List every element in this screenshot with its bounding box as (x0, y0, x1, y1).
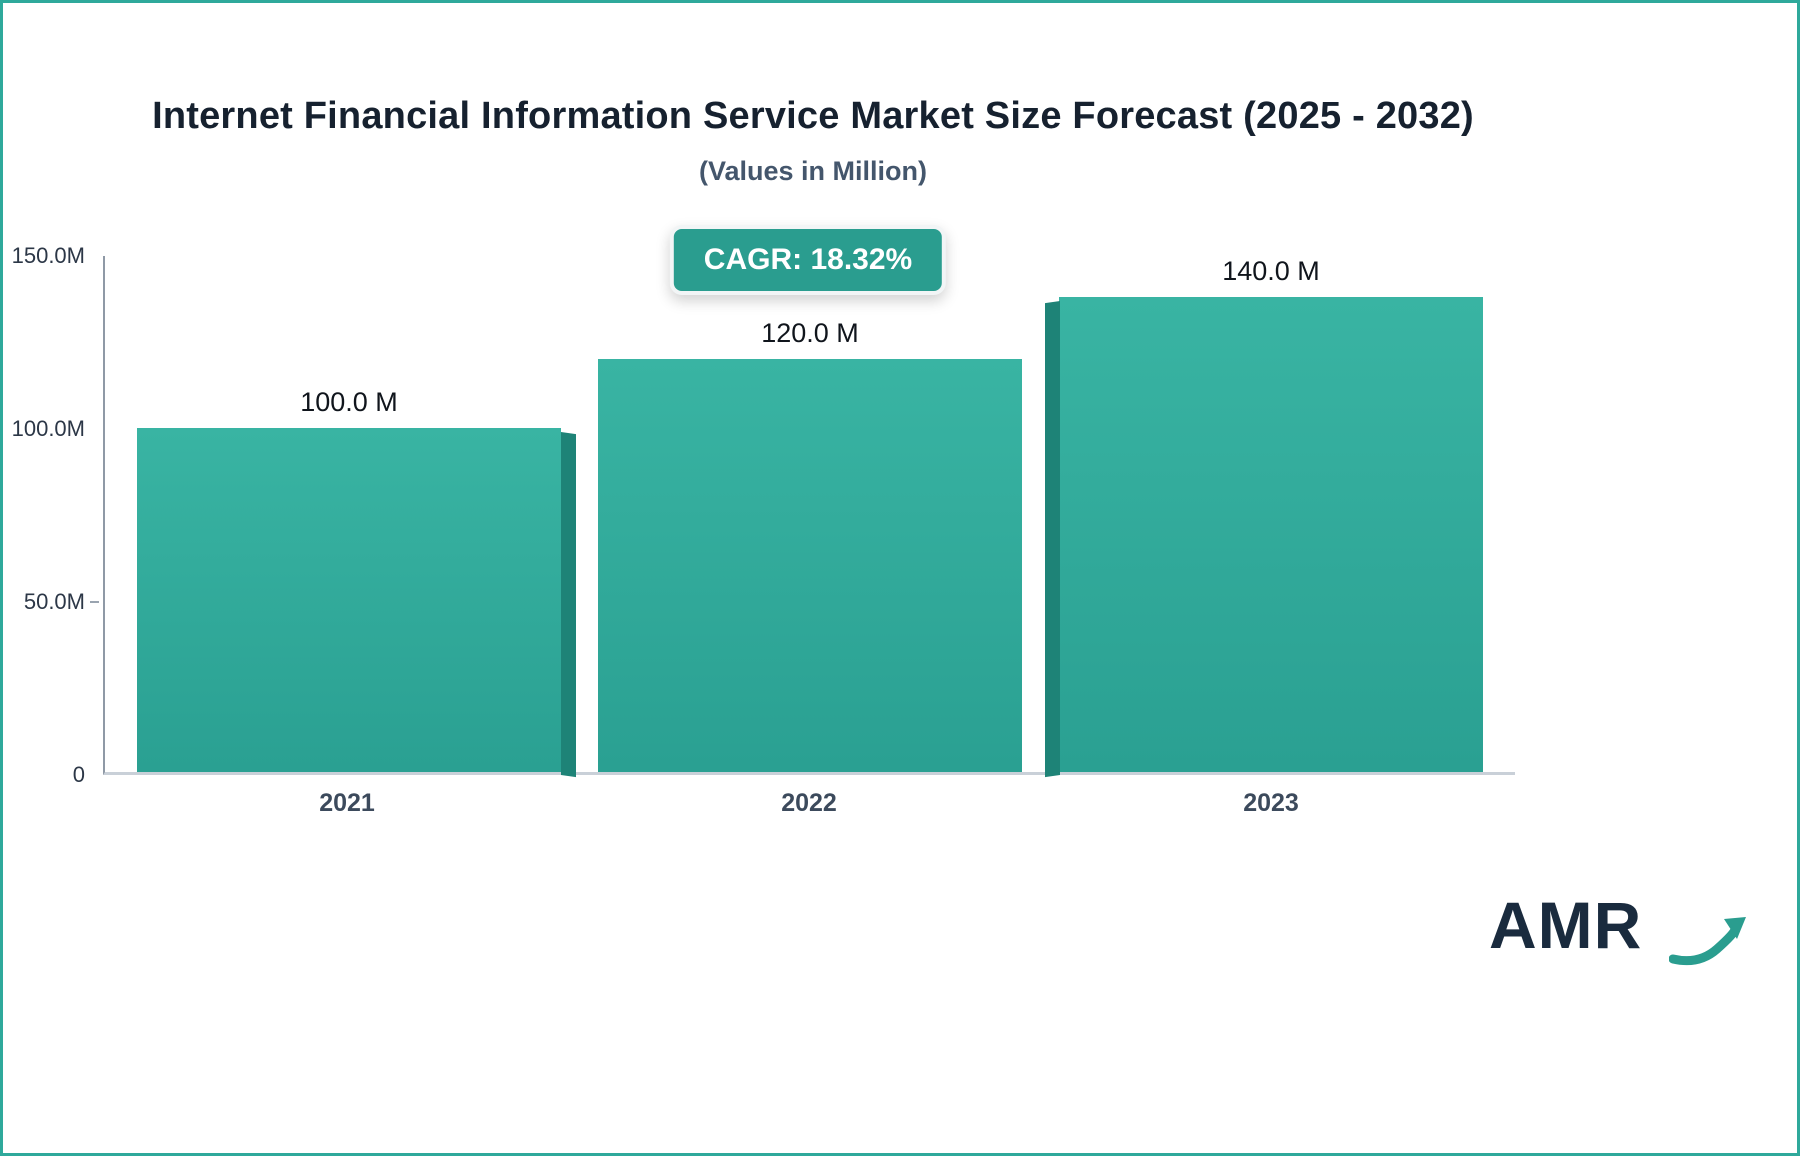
y-tick-label: 50.0M (23, 589, 85, 615)
x-label-2022: 2022 (781, 789, 837, 817)
x-label-2021: 2021 (319, 789, 375, 817)
amr-logo: AMR (1489, 887, 1746, 971)
cagr-badge: CAGR: 18.32% (669, 225, 947, 295)
bar-group-2021: 100.0 M (137, 256, 561, 772)
bar-2023 (1059, 297, 1483, 772)
bar-value-label: 100.0 M (300, 387, 398, 417)
y-tick-label: 100.0M (11, 415, 85, 441)
y-tick-label: 0 (72, 762, 85, 787)
amr-logo-text: AMR (1489, 888, 1643, 962)
bar-value-label: 120.0 M (761, 318, 859, 349)
bar-value-label: 140.0 M (1222, 256, 1320, 286)
bar-2022 (598, 359, 1022, 772)
chart-title: Internet Financial Information Service M… (152, 95, 1474, 137)
y-tick-label: 150.0M (11, 243, 85, 268)
bars-container: 100.0 M 120.0 M 140.0 M (105, 256, 1515, 772)
x-label-2023: 2023 (1243, 789, 1299, 817)
x-axis-labels: 2021 2022 2023 (103, 789, 1515, 818)
bar-group-2023: 140.0 M (1059, 256, 1483, 772)
bar-group-2022: 120.0 M (598, 256, 1022, 772)
bar-2021 (137, 428, 561, 772)
y-tick-mark (90, 601, 99, 604)
amr-logo-arrow-icon (1669, 917, 1746, 966)
chart-subtitle: (Values in Million) (698, 156, 928, 186)
chart-header: Internet Financial Information Service M… (3, 95, 1623, 187)
y-axis: 150.0M 100.0M 50.0M 0 (3, 243, 99, 787)
plot-area: 100.0 M 120.0 M 140.0 M (103, 256, 1515, 775)
